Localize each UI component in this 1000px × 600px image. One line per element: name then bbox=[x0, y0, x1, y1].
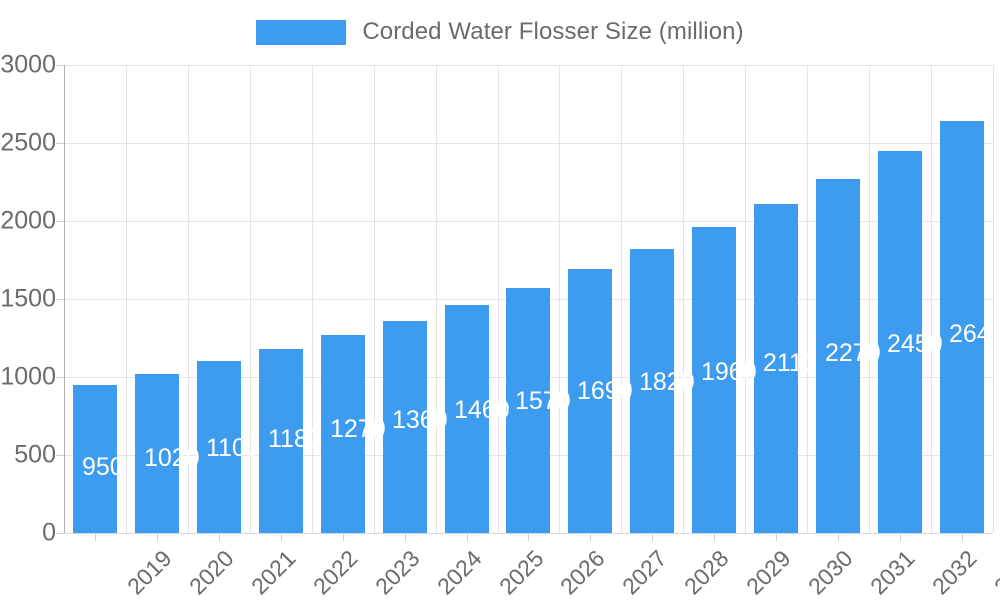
y-axis-tick-mark bbox=[56, 299, 64, 300]
x-axis-tick-label: 2030 bbox=[802, 545, 858, 600]
x-axis-tick-label: 2032 bbox=[926, 545, 982, 600]
y-axis-tick-label: 500 bbox=[14, 440, 56, 469]
bar[interactable] bbox=[383, 320, 427, 533]
x-axis-tick-mark bbox=[838, 534, 839, 541]
x-axis-tick-mark bbox=[467, 534, 468, 541]
x-axis-tick-mark bbox=[714, 534, 715, 541]
x-axis-tick-mark bbox=[219, 534, 220, 541]
y-axis-tick-mark bbox=[56, 377, 64, 378]
y-axis-tick-mark bbox=[56, 221, 64, 222]
y-axis-tick-label: 2500 bbox=[0, 128, 56, 157]
x-axis-tick-mark bbox=[95, 534, 96, 541]
x-axis-tick-mark bbox=[281, 534, 282, 541]
gridline-vertical bbox=[188, 65, 189, 533]
x-axis-tick-label: 2031 bbox=[864, 545, 920, 600]
x-axis-tick-label: 2027 bbox=[616, 545, 672, 600]
bar[interactable] bbox=[940, 121, 984, 533]
gridline-vertical bbox=[312, 65, 313, 533]
bar[interactable] bbox=[135, 373, 179, 533]
legend-label: Corded Water Flosser Size (million) bbox=[362, 18, 744, 45]
bar[interactable] bbox=[754, 203, 798, 533]
gridline-vertical bbox=[931, 65, 932, 533]
bar[interactable] bbox=[321, 334, 365, 533]
gridline-vertical bbox=[807, 65, 808, 533]
x-axis-tick-label: 2025 bbox=[493, 545, 549, 600]
x-axis-tick-label: 2023 bbox=[369, 545, 425, 600]
x-axis-tick-label: 2028 bbox=[678, 545, 734, 600]
y-axis-tick-label: 1500 bbox=[0, 284, 56, 313]
bar[interactable] bbox=[445, 305, 489, 533]
bar[interactable] bbox=[568, 269, 612, 533]
x-axis-tick-label: 2026 bbox=[554, 545, 610, 600]
gridline-vertical bbox=[374, 65, 375, 533]
gridline-vertical bbox=[683, 65, 684, 533]
bar[interactable] bbox=[197, 361, 241, 533]
gridline-vertical bbox=[126, 65, 127, 533]
x-axis-tick-label: 2029 bbox=[740, 545, 796, 600]
y-axis-tick-mark bbox=[56, 533, 64, 534]
gridline-vertical bbox=[498, 65, 499, 533]
bar[interactable] bbox=[506, 288, 550, 533]
legend-item[interactable]: Corded Water Flosser Size (million) bbox=[256, 18, 744, 46]
x-axis-tick-label: 2022 bbox=[307, 545, 363, 600]
y-axis-tick-label: 1000 bbox=[0, 362, 56, 391]
x-axis-tick-mark bbox=[343, 534, 344, 541]
gridline-horizontal bbox=[64, 221, 993, 222]
bar[interactable] bbox=[816, 178, 860, 533]
x-axis-tick-mark bbox=[900, 534, 901, 541]
y-axis-tick-mark bbox=[56, 455, 64, 456]
x-axis-tick-mark bbox=[528, 534, 529, 541]
x-axis-tick-mark bbox=[652, 534, 653, 541]
y-axis-line bbox=[64, 65, 65, 533]
chart-legend: Corded Water Flosser Size (million) bbox=[0, 14, 1000, 50]
legend-color-swatch bbox=[256, 19, 347, 45]
x-axis-tick-label: 2024 bbox=[431, 545, 487, 600]
y-axis-tick-label: 0 bbox=[42, 518, 56, 547]
x-axis-tick-mark bbox=[405, 534, 406, 541]
bar[interactable] bbox=[73, 384, 117, 533]
gridline-vertical bbox=[250, 65, 251, 533]
y-axis-tick-mark bbox=[56, 143, 64, 144]
y-axis-tick-label: 3000 bbox=[0, 50, 56, 79]
bar[interactable] bbox=[259, 348, 303, 533]
x-axis-tick-label: 2020 bbox=[183, 545, 239, 600]
bar[interactable] bbox=[878, 150, 922, 533]
gridline-vertical bbox=[869, 65, 870, 533]
x-axis-tick-label: 2021 bbox=[245, 545, 301, 600]
bar[interactable] bbox=[630, 249, 674, 533]
gridline-vertical bbox=[745, 65, 746, 533]
x-axis-tick-label: 2033 bbox=[988, 545, 1000, 600]
x-axis-tick-mark bbox=[776, 534, 777, 541]
y-axis-tick-mark bbox=[56, 65, 64, 66]
gridline-vertical bbox=[621, 65, 622, 533]
gridline-vertical bbox=[559, 65, 560, 533]
y-axis-tick-label: 2000 bbox=[0, 206, 56, 235]
gridline-vertical bbox=[993, 65, 994, 533]
x-axis-tick-mark bbox=[157, 534, 158, 541]
gridline-horizontal bbox=[64, 65, 993, 66]
plot-area: 950 1020 1100 1180 1270 1360 1460 1570 1690 1820 1… bbox=[64, 65, 994, 534]
bar[interactable] bbox=[692, 227, 736, 533]
gridline-horizontal bbox=[64, 143, 993, 144]
x-axis-tick-label: 2019 bbox=[121, 545, 177, 600]
x-axis-tick-mark bbox=[590, 534, 591, 541]
x-axis-line bbox=[64, 533, 993, 534]
x-axis-tick-mark bbox=[962, 534, 963, 541]
gridline-vertical bbox=[436, 65, 437, 533]
